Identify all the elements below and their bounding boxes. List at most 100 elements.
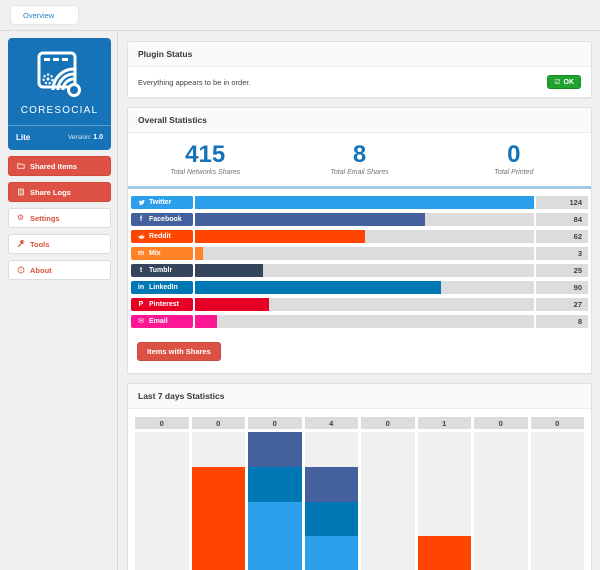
sidebar-item-shared-items[interactable]: Shared Items bbox=[8, 156, 111, 176]
network-label: Reddit bbox=[149, 233, 171, 241]
overview-link[interactable]: Overview bbox=[10, 5, 80, 25]
total-printed: 0 Total Printed bbox=[437, 142, 591, 176]
day-count: 0 bbox=[474, 417, 528, 430]
stack-segment-twitter bbox=[248, 501, 302, 570]
tumblr-icon: t bbox=[139, 267, 143, 275]
day-bar-area bbox=[417, 432, 471, 570]
day-count: 0 bbox=[361, 417, 415, 430]
network-row-mix: m Mix 3 bbox=[131, 247, 588, 261]
day-count: 0 bbox=[135, 417, 189, 430]
network-chip-twitter[interactable]: Twitter bbox=[131, 196, 193, 210]
network-bar-track bbox=[195, 281, 534, 295]
workspace: CORESOCIAL Lite Version: 1.0 Shared Item… bbox=[0, 30, 600, 570]
network-row-pinterest: P Pinterest 27 bbox=[131, 298, 588, 312]
stack-segment-linkedin bbox=[248, 466, 302, 502]
day-bar-area bbox=[474, 432, 528, 570]
network-value-pinterest: 27 bbox=[536, 298, 588, 312]
day-bar-area bbox=[304, 432, 358, 570]
stack-segment-facebook bbox=[248, 432, 302, 467]
stats-divider bbox=[128, 186, 591, 190]
plugin-status-message: Everything appears to be in order. bbox=[138, 77, 251, 87]
plugin-status-title: Plugin Status bbox=[128, 42, 591, 67]
linkedin-icon: in bbox=[137, 284, 145, 292]
network-bar-facebook bbox=[195, 213, 425, 227]
day-columns: 02024-04-2902024-04-3002024-05-0142024-0… bbox=[128, 409, 591, 570]
day-bar-area bbox=[530, 432, 584, 570]
network-bar-track bbox=[195, 298, 534, 312]
last7-panel: Last 7 days Statistics 02024-04-2902024-… bbox=[127, 383, 592, 570]
sidebar-item-label: About bbox=[30, 265, 52, 275]
network-label: Pinterest bbox=[149, 301, 179, 309]
gear-icon: ⚙ bbox=[16, 213, 25, 222]
network-bar-tumblr bbox=[195, 264, 264, 278]
total-printed-label: Total Printed bbox=[494, 169, 534, 177]
day-column-2024-05-04: 12024-05-04 bbox=[417, 417, 471, 570]
overall-statistics-title: Overall Statistics bbox=[128, 108, 591, 133]
sidebar-item-label: Tools bbox=[30, 239, 50, 249]
reddit-icon bbox=[137, 233, 145, 240]
network-bar-track bbox=[195, 196, 534, 210]
sidebar-item-about[interactable]: About bbox=[8, 260, 111, 280]
twitter-icon bbox=[137, 199, 145, 206]
sidebar-item-settings[interactable]: ⚙ Settings bbox=[8, 208, 111, 228]
network-label: LinkedIn bbox=[149, 284, 178, 292]
network-chip-facebook[interactable]: f Facebook bbox=[131, 213, 193, 227]
network-chip-linkedin[interactable]: in LinkedIn bbox=[131, 281, 193, 295]
total-email-shares: 8 Total Email Shares bbox=[282, 142, 436, 176]
stack-segment-linkedin bbox=[304, 501, 358, 537]
total-network-shares: 415 Total Networks Shares bbox=[128, 142, 282, 176]
day-column-2024-05-06: 02024-05-06 bbox=[530, 417, 584, 570]
network-bar-track bbox=[195, 230, 534, 244]
network-row-email: ✉ Email 8 bbox=[131, 315, 588, 329]
network-row-facebook: f Facebook 84 bbox=[131, 213, 588, 227]
network-label: Facebook bbox=[149, 216, 182, 224]
sidebar-item-share-logs[interactable]: Share Logs bbox=[8, 182, 111, 202]
network-value-facebook: 84 bbox=[536, 213, 588, 227]
ok-button[interactable]: ☑ OK bbox=[547, 75, 581, 89]
day-count: 0 bbox=[248, 417, 302, 430]
day-count: 4 bbox=[304, 417, 358, 430]
network-label: Twitter bbox=[149, 199, 172, 207]
stack-segment-reddit bbox=[417, 536, 471, 570]
total-printed-value: 0 bbox=[507, 141, 521, 168]
email-icon: ✉ bbox=[138, 318, 144, 326]
network-bar-track bbox=[195, 247, 534, 261]
network-chip-tumblr[interactable]: t Tumblr bbox=[131, 264, 193, 278]
sidebar-item-label: Share Logs bbox=[30, 187, 71, 197]
sidebar-item-label: Shared Items bbox=[30, 161, 78, 171]
network-value-mix: 3 bbox=[536, 247, 588, 261]
total-email-shares-value: 8 bbox=[352, 141, 367, 168]
network-bar-twitter bbox=[195, 196, 534, 210]
sidebar-nav: Shared Items Share Logs ⚙ Settings Tools Abou… bbox=[8, 156, 111, 280]
network-value-twitter: 124 bbox=[536, 196, 588, 210]
day-bar-area bbox=[248, 432, 302, 570]
total-network-shares-value: 415 bbox=[185, 141, 226, 168]
coresocial-logo bbox=[8, 49, 111, 99]
day-column-2024-05-01: 02024-05-01 bbox=[248, 417, 302, 570]
sidebar-item-label: Settings bbox=[30, 213, 60, 223]
network-row-linkedin: in LinkedIn 90 bbox=[131, 281, 588, 295]
day-bar-area bbox=[191, 432, 245, 570]
network-bar-pinterest bbox=[195, 298, 269, 312]
network-chip-pinterest[interactable]: P Pinterest bbox=[131, 298, 193, 312]
day-count: 1 bbox=[417, 417, 471, 430]
network-chip-mix[interactable]: m Mix bbox=[131, 247, 193, 261]
network-label: Mix bbox=[149, 250, 161, 258]
network-chip-reddit[interactable]: Reddit bbox=[131, 230, 193, 244]
day-bar-area bbox=[361, 432, 415, 570]
network-chip-email[interactable]: ✉ Email bbox=[131, 315, 193, 329]
network-label: Tumblr bbox=[149, 267, 173, 275]
network-value-linkedin: 90 bbox=[536, 281, 588, 295]
plugin-status-panel: Plugin Status Everything appears to be i… bbox=[127, 41, 592, 98]
day-bar-area bbox=[135, 432, 189, 570]
folder-icon bbox=[16, 162, 25, 170]
sidebar-item-tools[interactable]: Tools bbox=[8, 234, 111, 254]
network-bar-reddit bbox=[195, 230, 365, 244]
items-with-shares-button[interactable]: Items with Shares bbox=[137, 342, 221, 362]
check-icon: ☑ bbox=[554, 79, 561, 86]
network-value-tumblr: 25 bbox=[536, 264, 588, 278]
network-bar-linkedin bbox=[195, 281, 442, 295]
network-bar-track bbox=[195, 213, 534, 227]
stack-segment-reddit bbox=[191, 466, 245, 570]
last7-title: Last 7 days Statistics bbox=[128, 384, 591, 410]
